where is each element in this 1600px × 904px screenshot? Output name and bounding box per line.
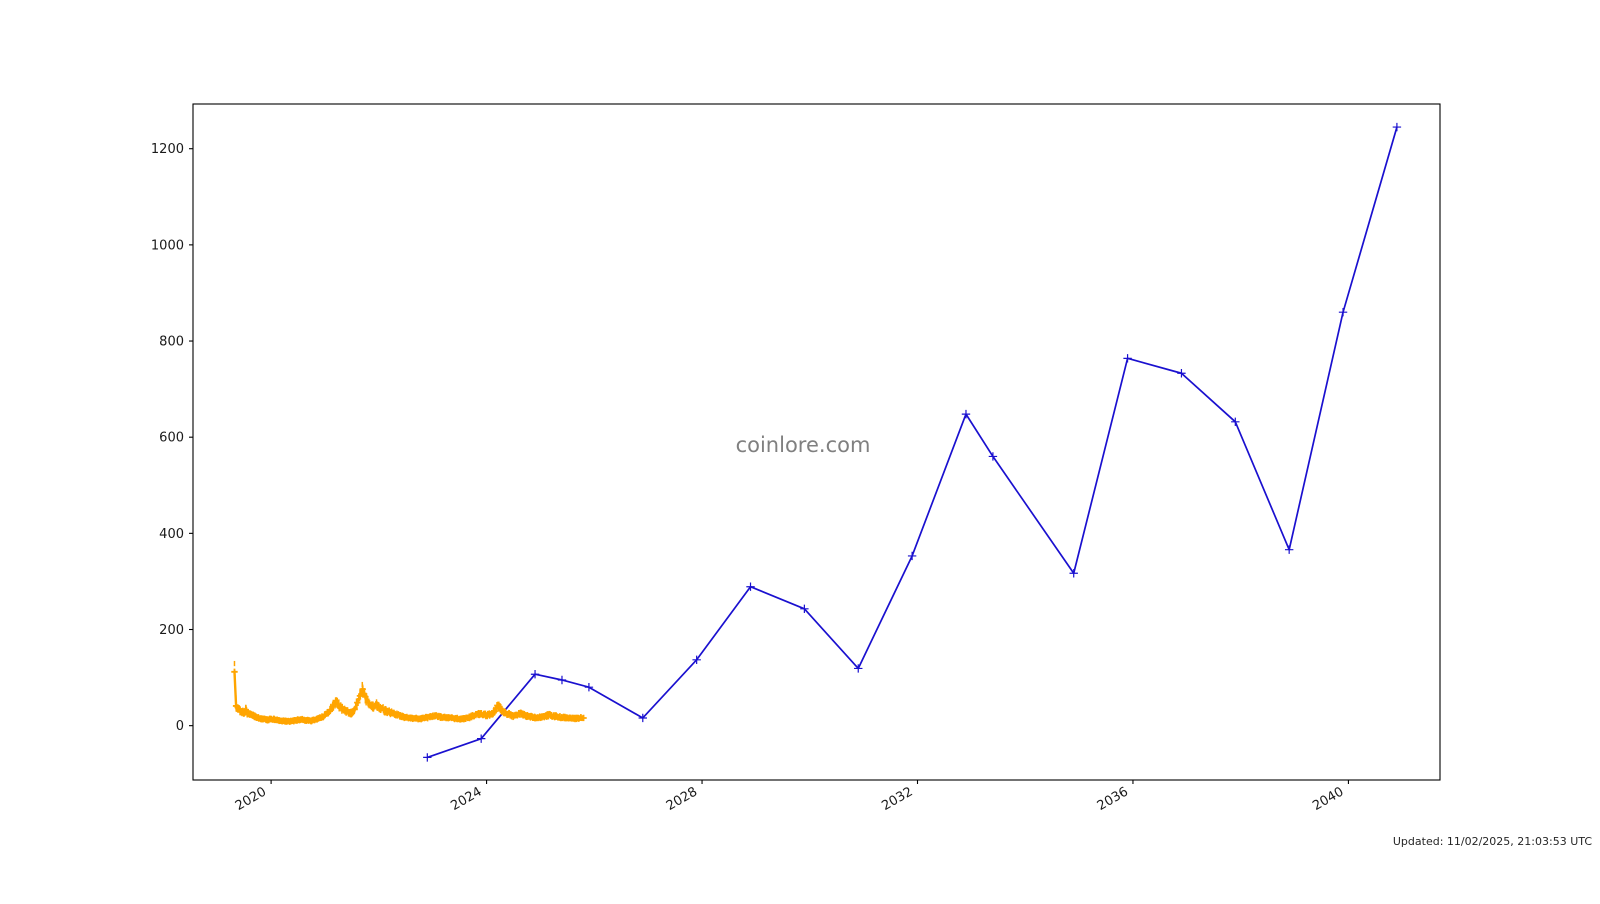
updated-timestamp: Updated: 11/02/2025, 21:03:53 UTC [1393,835,1592,848]
plot-frame [192,103,1441,781]
series-marker-forecast [557,675,567,685]
series-marker-forecast [1123,354,1132,363]
y-tick-label: 800 [159,335,184,350]
series-historical-noise [233,660,584,725]
series-marker-forecast [907,551,917,561]
series-marker-forecast [1069,569,1078,578]
y-tick-label: 1000 [151,238,184,253]
series-marker-forecast [988,452,998,461]
series-marker-forecast [530,670,540,679]
data-series-group [231,122,1402,762]
watermark-label: coinlore.com [736,433,871,457]
series-marker-forecast [1338,307,1348,317]
series-marker-forecast [584,683,594,692]
series-line-forecast [426,126,1398,759]
series-marker-forecast [423,753,432,762]
series-marker-forecast [854,664,863,673]
y-tick-label: 0 [176,719,184,734]
series-marker-forecast [800,604,809,614]
series-marker-forecast [476,734,486,743]
y-tick-label: 400 [159,527,184,542]
y-tick-label: 1200 [151,142,184,157]
y-tick-label: 600 [159,431,184,446]
y-tick-label: 200 [159,623,184,638]
y-axis: 0 200 400 600 800 1000 1200 [151,142,193,734]
series-marker-forecast [1392,122,1402,132]
series-marker-forecast [638,713,647,723]
series-marker-forecast [692,655,701,665]
series-marker-forecast [1177,369,1186,378]
series-marker-forecast [746,582,755,591]
series-forecast [423,122,1402,762]
series-marker-forecast [961,409,971,419]
series-marker-forecast [1284,545,1294,554]
series-marker-forecast [1231,417,1240,427]
